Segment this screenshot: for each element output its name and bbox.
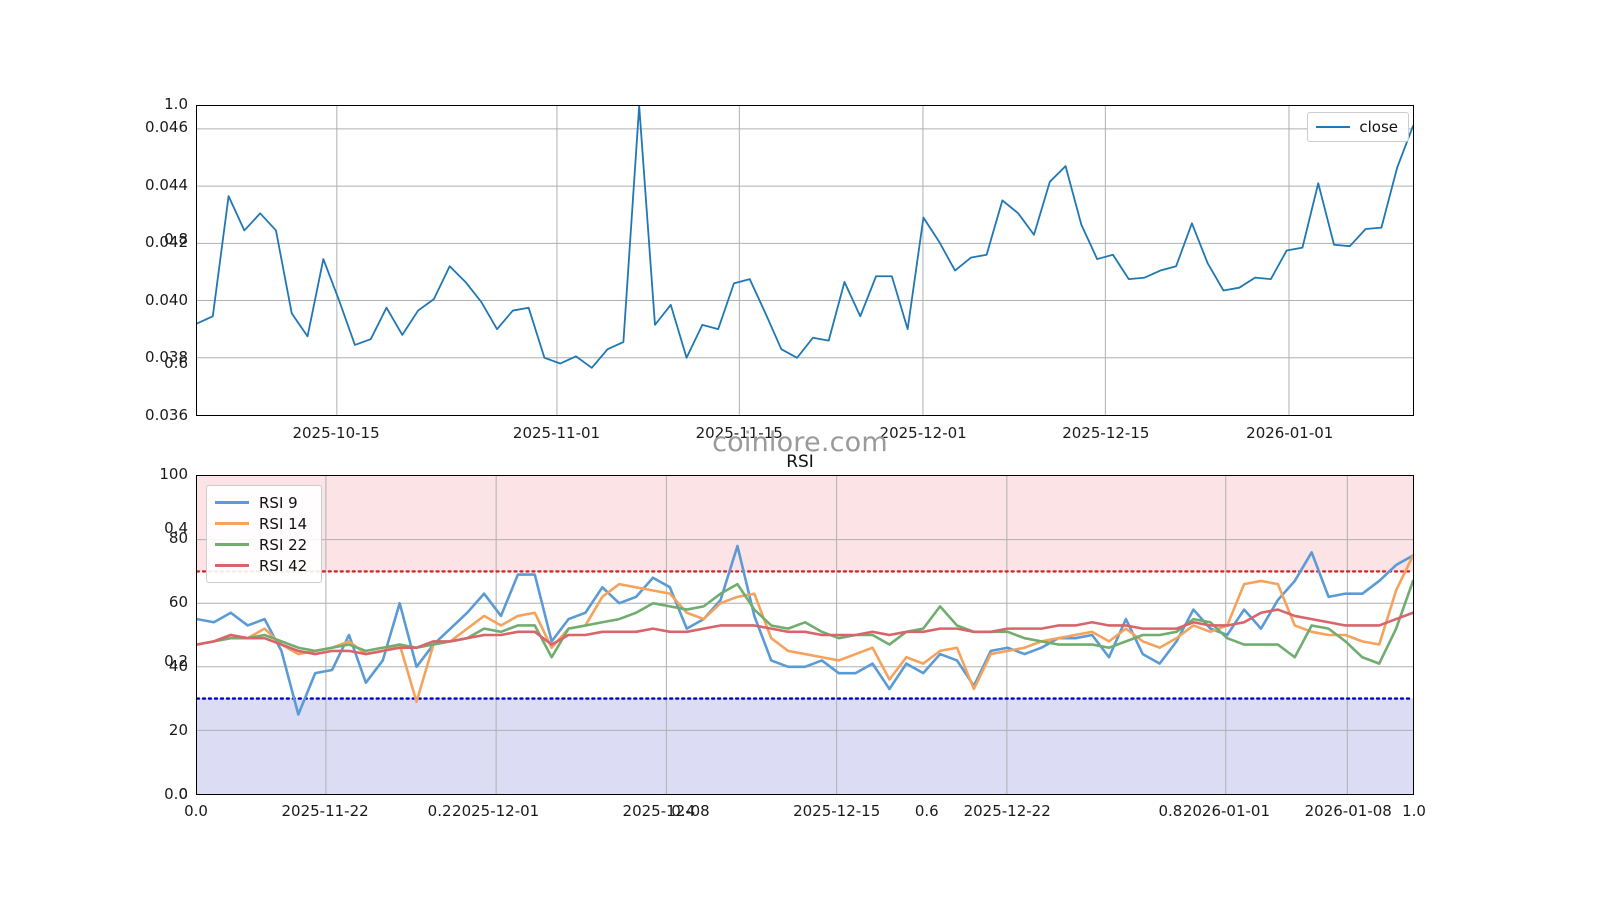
price-legend[interactable]: close: [1307, 112, 1409, 142]
rsi-x-tick: 2025-11-22: [281, 802, 369, 820]
rsi-x-overlay-tick: 1.0: [1402, 802, 1426, 820]
rsi-y-tick: 0: [178, 785, 188, 803]
rsi-y-tick: 40: [168, 657, 188, 675]
rsi-x-tick: 2025-12-08: [622, 802, 710, 820]
rsi-x-tick: 2026-01-08: [1304, 802, 1392, 820]
rsi-legend[interactable]: RSI 9 RSI 14 RSI 22 RSI 42: [206, 485, 323, 583]
rsi-x-overlay-tick: 0.8: [1158, 802, 1183, 820]
rsi-x-tick: 2025-12-15: [793, 802, 881, 820]
rsi-y-tick: 100: [159, 465, 188, 483]
rsi-x-tick: 2025-12-01: [452, 802, 540, 820]
price-x-tick: 2025-11-01: [512, 424, 601, 442]
rsi-legend-item[interactable]: RSI 14: [215, 513, 307, 534]
price-y-tick: 0.036: [145, 406, 188, 424]
price-y-overlay-tick: 1.0: [164, 95, 188, 113]
rsi-y-overlay-tick: 0.2: [164, 652, 188, 671]
price-plot-svg: [197, 106, 1413, 415]
price-y-tick: 0.042: [145, 233, 188, 252]
rsi-chart-panel: RSI 9 RSI 14 RSI 22 RSI 42: [196, 475, 1414, 795]
rsi-legend-item[interactable]: RSI 22: [215, 534, 307, 555]
price-y-tick: 0.040: [145, 290, 188, 309]
price-y-tick: 0.044: [145, 175, 188, 194]
rsi-chart-title: RSI: [786, 452, 814, 472]
rsi-x-overlay-tick: 0.4: [671, 802, 696, 820]
rsi-legend-swatch: [215, 543, 249, 546]
rsi-x-overlay-tick: 0.0: [184, 802, 208, 820]
rsi-legend-swatch: [215, 501, 249, 504]
coinlore-watermark: coinlore.com: [712, 427, 888, 458]
rsi-y-overlay-tick: 0.0: [164, 785, 188, 803]
price-x-tick: 2025-10-15: [292, 424, 380, 442]
rsi-legend-label: RSI 22: [259, 535, 308, 554]
close-legend-swatch: [1316, 126, 1351, 128]
rsi-y-tick: 80: [168, 529, 188, 547]
rsi-y-overlay-tick: 0.4: [164, 519, 188, 538]
rsi-x-overlay-tick: 0.2: [427, 802, 452, 820]
rsi-x-tick: 2025-12-22: [963, 802, 1051, 820]
price-y-overlay-tick: 0.6: [164, 354, 188, 373]
rsi-legend-label: RSI 14: [259, 514, 308, 533]
rsi-legend-swatch: [215, 522, 249, 525]
price-x-tick: 2025-11-15: [695, 424, 783, 442]
rsi-legend-label: RSI 42: [259, 556, 308, 575]
rsi-legend-label: RSI 9: [259, 493, 298, 512]
price-x-tick: 2025-12-01: [879, 424, 967, 442]
rsi-y-tick: 60: [168, 593, 188, 611]
rsi-legend-item[interactable]: RSI 42: [215, 555, 307, 576]
rsi-plot-svg: [197, 476, 1413, 794]
price-x-tick: 2026-01-01: [1246, 424, 1334, 442]
price-y-tick: 0.038: [145, 348, 188, 367]
rsi-x-tick: 2026-01-01: [1182, 802, 1271, 820]
price-chart-panel: close: [196, 105, 1414, 416]
rsi-legend-swatch: [215, 564, 249, 567]
close-legend-label: close: [1359, 118, 1398, 136]
price-y-tick: 0.046: [145, 118, 188, 137]
price-y-overlay-tick: 0.8: [164, 230, 188, 249]
price-x-tick: 2025-12-15: [1062, 424, 1150, 442]
rsi-legend-item[interactable]: RSI 9: [215, 492, 307, 513]
rsi-x-overlay-tick: 0.6: [914, 802, 939, 820]
rsi-y-tick: 20: [168, 721, 188, 739]
